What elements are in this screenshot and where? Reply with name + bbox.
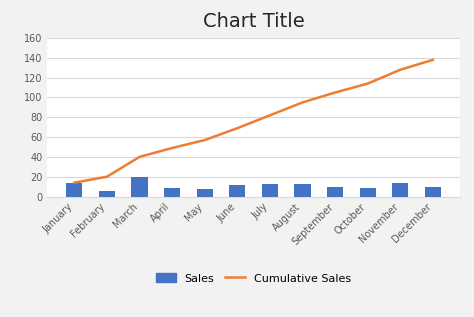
Bar <box>99 191 115 197</box>
Bar <box>392 183 409 197</box>
Bar <box>425 187 441 197</box>
Bar <box>131 177 147 197</box>
Legend: Sales, Cumulative Sales: Sales, Cumulative Sales <box>151 269 356 288</box>
Title: Chart Title: Chart Title <box>203 12 304 31</box>
Bar <box>327 187 343 197</box>
Bar <box>360 188 376 197</box>
Cumulative Sales <box>137 155 142 159</box>
Cumulative Sales <box>365 82 371 86</box>
Cumulative Sales <box>430 58 436 62</box>
Cumulative Sales <box>72 181 77 184</box>
Cumulative Sales <box>300 100 305 104</box>
Bar <box>294 184 310 197</box>
Bar <box>262 184 278 197</box>
Cumulative Sales <box>235 126 240 130</box>
Cumulative Sales <box>202 138 208 142</box>
Cumulative Sales <box>397 68 403 72</box>
Bar <box>164 188 180 197</box>
Bar <box>229 184 246 197</box>
Bar <box>66 183 82 197</box>
Cumulative Sales <box>332 91 338 94</box>
Bar <box>197 189 213 197</box>
Cumulative Sales <box>104 175 110 179</box>
Cumulative Sales <box>267 113 273 117</box>
Line: Cumulative Sales: Cumulative Sales <box>74 60 433 183</box>
Cumulative Sales <box>169 146 175 150</box>
